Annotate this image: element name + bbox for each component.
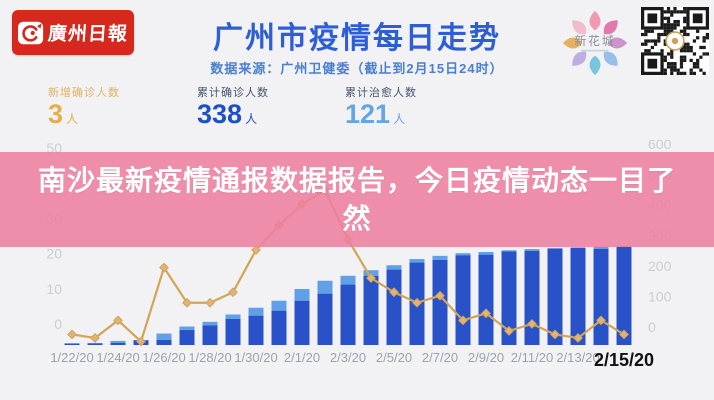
daily-trend-chart: 0102030405001002003004005006001/22/201/2…	[46, 140, 672, 370]
svg-text:10: 10	[46, 281, 62, 297]
xinhuacheng-logo: 新花城	[562, 10, 628, 76]
stat-total-cured: 累计治愈人数 121 人	[345, 84, 417, 130]
stat-unit: 人	[66, 112, 79, 126]
stat-label: 新增确诊人数	[48, 87, 120, 99]
qr-code	[641, 7, 709, 75]
stat-value: 3	[48, 99, 64, 129]
xinhuacheng-tagline	[581, 49, 609, 52]
svg-text:1/30/20: 1/30/20	[234, 350, 277, 365]
svg-text:2/9/20: 2/9/20	[468, 350, 504, 365]
svg-text:1/26/20: 1/26/20	[142, 350, 185, 365]
guangzhou-daily-logo: 廣州日報	[12, 10, 134, 55]
headline-text: 南沙最新疫情通报数据报告，今日疫情动态一目了然	[37, 164, 676, 234]
svg-text:0: 0	[54, 316, 62, 332]
svg-text:2/7/20: 2/7/20	[422, 350, 458, 365]
stat-total-confirmed: 累计确诊人数 338 人	[197, 84, 269, 130]
svg-text:2/5/20: 2/5/20	[376, 350, 412, 365]
svg-text:2/13/20: 2/13/20	[556, 350, 599, 365]
stat-value: 121	[345, 99, 391, 129]
guangzhou-daily-emblem-icon	[18, 21, 44, 44]
svg-text:2/11/20: 2/11/20	[511, 350, 553, 365]
svg-text:1/28/20: 1/28/20	[188, 350, 231, 365]
svg-text:100: 100	[648, 289, 672, 305]
stat-unit: 人	[245, 112, 258, 126]
svg-text:200: 200	[648, 258, 672, 274]
data-source-subtitle: 数据来源：广州卫健委（截止到2月15日24时）	[210, 61, 504, 76]
svg-text:20: 20	[46, 246, 62, 262]
svg-text:2/15/20: 2/15/20	[594, 350, 654, 370]
xinhuacheng-logo-text: 新花城	[575, 34, 616, 48]
svg-text:1/24/20: 1/24/20	[96, 350, 139, 365]
svg-text:0: 0	[648, 319, 656, 335]
page-title: 广州市疫情每日走势	[213, 22, 501, 55]
svg-text:2/3/20: 2/3/20	[330, 350, 366, 365]
headline-overlay-banner: 南沙最新疫情通报数据报告，今日疫情动态一目了然	[0, 152, 714, 247]
svg-text:1/22/20: 1/22/20	[50, 350, 93, 365]
stat-label: 累计治愈人数	[345, 87, 417, 99]
svg-text:2/1/20: 2/1/20	[284, 350, 320, 365]
stat-unit: 人	[393, 112, 406, 126]
svg-text:600: 600	[648, 140, 672, 152]
stat-value: 338	[197, 99, 243, 129]
stat-label: 累计确诊人数	[197, 87, 269, 99]
